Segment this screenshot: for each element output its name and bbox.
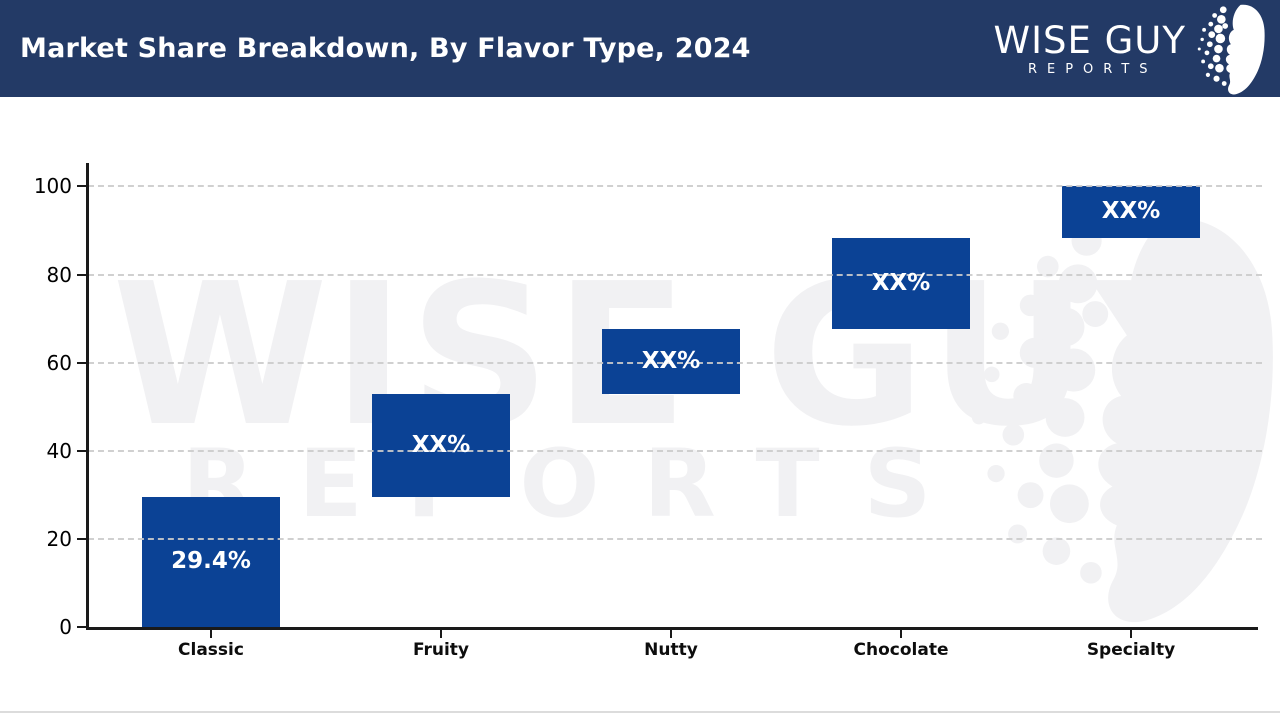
y-tick-100 — [77, 185, 86, 188]
x-tick-chocolate — [900, 629, 902, 638]
y-tick-label-40: 40 — [46, 438, 72, 463]
y-tick-40 — [77, 449, 86, 452]
y-tick-label-80: 80 — [46, 262, 72, 287]
x-tick-nutty — [670, 629, 672, 638]
y-tick-label-60: 60 — [46, 350, 72, 375]
bar-label-fruity: XX% — [411, 431, 471, 458]
bar-label-nutty: XX% — [641, 347, 701, 374]
x-tick-fruity — [440, 629, 442, 638]
bar-label-chocolate: XX% — [871, 269, 931, 296]
y-axis-spine — [86, 163, 89, 629]
y-tick-80 — [77, 273, 86, 276]
y-tick-label-20: 20 — [46, 526, 72, 551]
watermark-subtitle: REPORTS — [182, 430, 976, 539]
grid-line-60 — [88, 361, 1262, 364]
x-tick-classic — [210, 629, 212, 638]
x-tick-label-classic: Classic — [178, 640, 244, 660]
x-tick-label-fruity: Fruity — [412, 640, 470, 660]
y-tick-0 — [77, 626, 86, 628]
logo-text: WISE GUY REPORTS — [994, 22, 1186, 76]
grid-line-40 — [88, 449, 1262, 452]
bar-chocolate — [832, 238, 970, 330]
figure-bottom-rule — [0, 711, 1280, 713]
y-tick-label-100: 100 — [33, 174, 72, 199]
x-axis-spine — [86, 627, 1258, 630]
logo-wordmark: WISE GUY — [993, 18, 1186, 62]
grid-line-80 — [88, 273, 1262, 276]
grid-line-100 — [88, 185, 1262, 188]
bar-label-classic: 29.4% — [171, 548, 251, 575]
logo-subtitle: REPORTS — [1027, 61, 1158, 77]
x-tick-label-specialty: Specialty — [1086, 640, 1176, 660]
x-tick-specialty — [1130, 629, 1132, 638]
x-tick-label-nutty: Nutty — [644, 640, 698, 660]
page-title: Market Share Breakdown, By Flavor Type, … — [20, 33, 751, 64]
bar-classic — [142, 497, 280, 627]
watermark-head-icon — [971, 218, 1273, 623]
bar-specialty — [1062, 186, 1200, 239]
y-tick-20 — [77, 537, 86, 540]
bar-fruity — [372, 394, 510, 498]
bar-label-specialty: XX% — [1101, 198, 1161, 225]
grid-line-20 — [88, 537, 1262, 540]
y-tick-label-0: 0 — [59, 615, 72, 639]
wiseguy-head-icon — [1197, 4, 1265, 94]
header-band: Market Share Breakdown, By Flavor Type, … — [0, 0, 1280, 97]
x-tick-label-chocolate: Chocolate — [853, 640, 949, 660]
wiseguy-logo: WISE GUY REPORTS — [994, 3, 1270, 95]
y-tick-60 — [77, 361, 86, 364]
